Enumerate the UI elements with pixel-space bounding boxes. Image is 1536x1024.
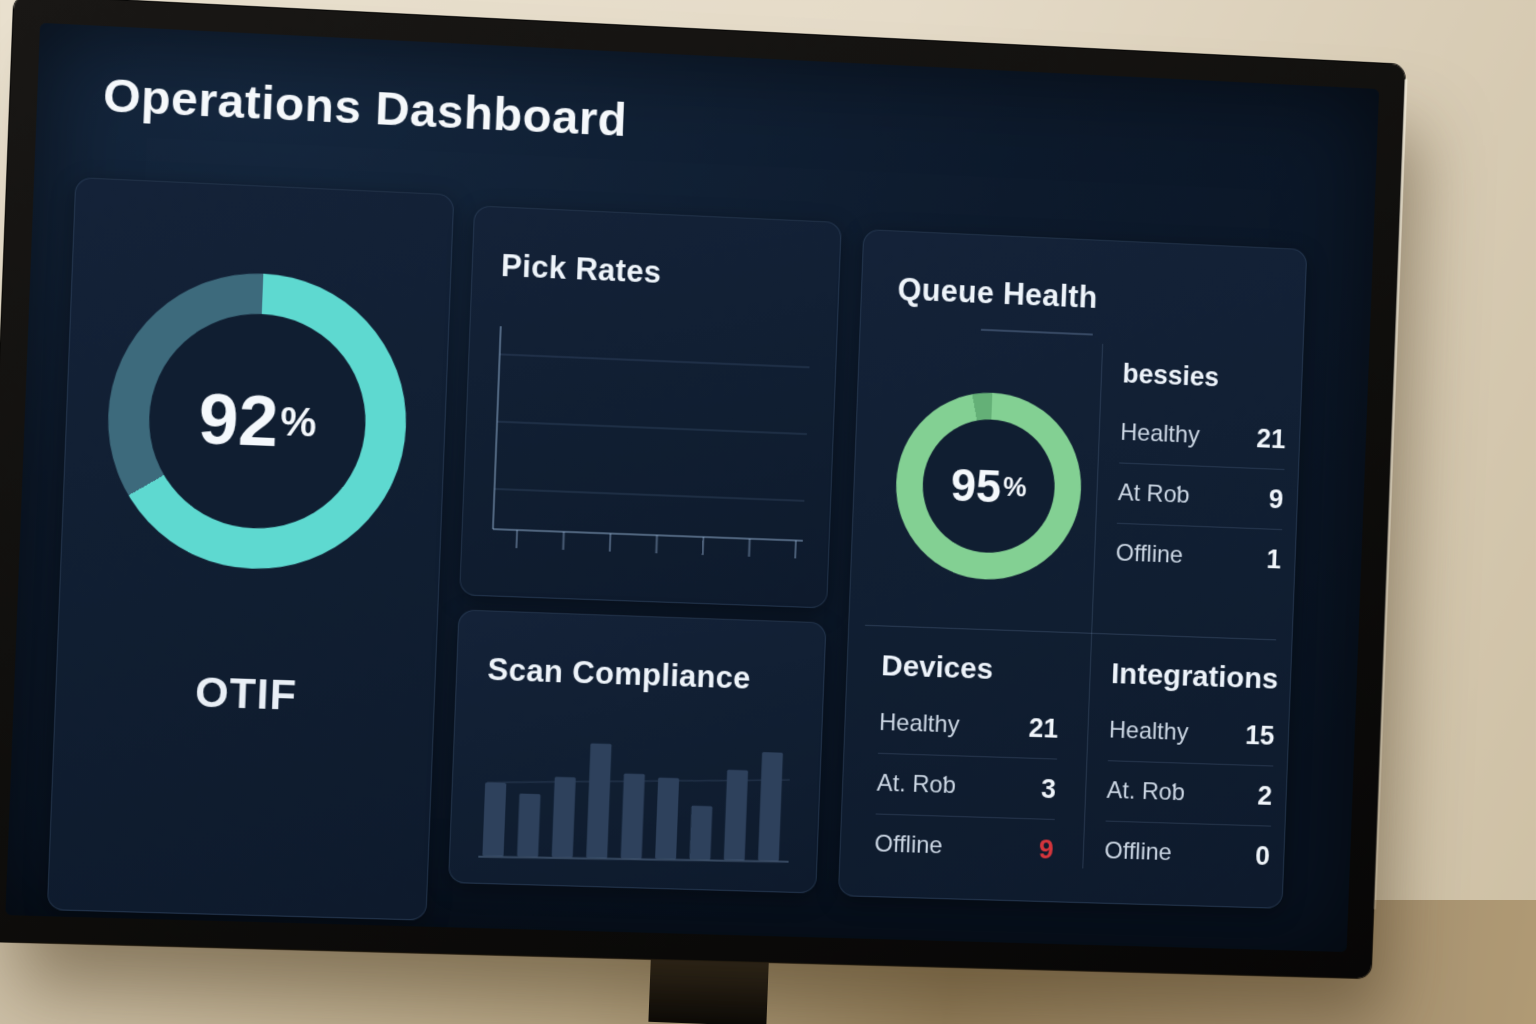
stat-label: Healthy bbox=[1108, 716, 1189, 746]
sessions-stats-column: bessies Healthy 21 At Roƅ 9 Offline 1 bbox=[1115, 359, 1289, 590]
stat-row: Healthy 15 bbox=[1107, 700, 1276, 767]
stat-row: Offline 0 bbox=[1103, 822, 1271, 886]
otif-value: 92 % bbox=[103, 267, 412, 574]
queue-health-value-number: 95 bbox=[949, 458, 1003, 513]
stat-row: Healthy 21 bbox=[877, 693, 1060, 760]
stat-value: 0 bbox=[1254, 840, 1271, 871]
queue-health-title: Queue Health bbox=[897, 271, 1099, 315]
page-title: Operations Dashboard bbox=[102, 67, 629, 147]
otif-value-unit: % bbox=[279, 399, 318, 446]
stat-label: Healthy bbox=[878, 709, 960, 739]
stat-value: 1 bbox=[1265, 543, 1282, 574]
integrations-stats-column: Integrations Healthy 15 At. Roƅ 2 Offlin… bbox=[1103, 657, 1279, 886]
card-queue-health: Queue Health 95 % bessies Healthy 21 At … bbox=[837, 229, 1308, 909]
tv-bezel: Operations Dashboard 92 % OTIF Pick Rate… bbox=[0, 0, 1405, 978]
scan-compliance-title: Scan Compliance bbox=[486, 651, 752, 696]
stat-value: 3 bbox=[1040, 773, 1057, 804]
scan-compliance-bar-chart bbox=[474, 743, 797, 876]
queue-health-horizontal-divider bbox=[865, 624, 1277, 641]
stat-value: 21 bbox=[1255, 423, 1287, 454]
stat-row: At. Roƅ 3 bbox=[875, 753, 1058, 820]
otif-donut-chart: 92 % bbox=[102, 267, 412, 575]
stat-label: Offline bbox=[1103, 837, 1173, 867]
stat-label: At Roƅ bbox=[1117, 479, 1191, 509]
stat-row: At. Roƅ 2 bbox=[1105, 761, 1274, 827]
otif-value-number: 92 bbox=[197, 379, 280, 462]
dashboard-screen: Operations Dashboard 92 % OTIF Pick Rate… bbox=[5, 22, 1380, 953]
stat-value: 15 bbox=[1244, 719, 1275, 751]
integrations-heading: Integrations bbox=[1110, 657, 1279, 696]
stat-value-alert: 9 bbox=[1038, 833, 1055, 865]
queue-health-value-unit: % bbox=[1002, 471, 1028, 502]
stat-value: 2 bbox=[1257, 780, 1273, 811]
stat-row: Offline 1 bbox=[1115, 524, 1283, 589]
otif-label: OTIF bbox=[194, 667, 298, 719]
devices-heading: Devices bbox=[880, 649, 994, 686]
sessions-heading: bessies bbox=[1122, 358, 1220, 393]
devices-stats-column: Devices Healthy 21 At. Roƅ 3 Offline 9 bbox=[873, 649, 1061, 879]
queue-health-value: 95 % bbox=[893, 389, 1085, 583]
stat-label: At. Roƅ bbox=[876, 769, 957, 800]
bars-group bbox=[482, 743, 783, 862]
stat-value: 9 bbox=[1268, 483, 1284, 514]
card-otif: 92 % OTIF bbox=[46, 177, 455, 921]
queue-health-title-underline bbox=[980, 328, 1093, 336]
card-pick-rates: Pick Rates bbox=[459, 205, 842, 609]
card-scan-compliance: Scan Compliance bbox=[448, 609, 827, 894]
stat-label: At. Roƅ bbox=[1106, 777, 1186, 807]
stat-label: Offline bbox=[1115, 539, 1184, 569]
pick-rates-line-chart bbox=[479, 320, 818, 583]
stat-row: At Roƅ 9 bbox=[1116, 463, 1285, 531]
queue-health-vertical-divider bbox=[1082, 343, 1104, 869]
queue-health-donut-chart: 95 % bbox=[892, 389, 1085, 583]
x-axis-ticks bbox=[516, 530, 795, 558]
pick-rates-title: Pick Rates bbox=[500, 247, 663, 290]
stat-row: Offline 9 bbox=[873, 814, 1054, 879]
stat-label: Healthy bbox=[1119, 418, 1201, 449]
stat-row: Healthy 21 bbox=[1119, 403, 1287, 471]
stat-label: Offline bbox=[874, 830, 944, 860]
stat-value: 21 bbox=[1028, 712, 1059, 744]
